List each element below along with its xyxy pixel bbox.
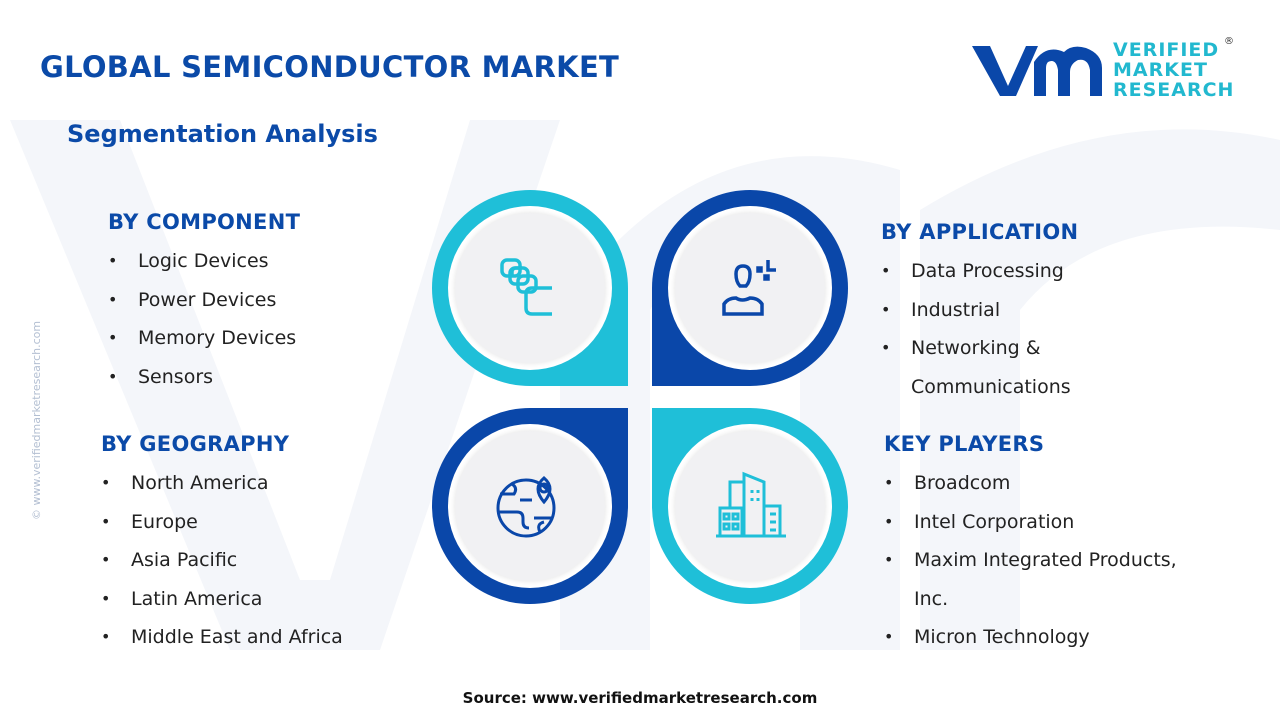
globe-location-icon <box>496 476 556 538</box>
list-item: Europe <box>101 503 343 542</box>
petal-component <box>432 190 628 386</box>
chips-icon <box>500 258 552 316</box>
vmr-logo <box>972 46 1102 96</box>
petal-geography <box>432 408 628 604</box>
list-item: Data Processing <box>881 252 1078 291</box>
section-title: BY COMPONENT <box>108 210 301 234</box>
page-title: GLOBAL SEMICONDUCTOR MARKET <box>40 50 620 84</box>
list-item: Micron Technology <box>884 618 1177 657</box>
list-item: Middle East and Africa <box>101 618 343 657</box>
list-item: Power Devices <box>108 281 300 320</box>
list-item: Broadcom <box>884 464 1177 503</box>
side-watermark-text: © www.verifiedmarketresearch.com <box>30 320 43 520</box>
section-title: BY APPLICATION <box>881 220 1079 244</box>
list-item: Sensors <box>108 358 300 397</box>
section-key-players: KEY PLAYERS Broadcom Intel Corporation M… <box>884 432 1177 657</box>
list-item: Networking & <box>881 329 1078 368</box>
list-item: Communications <box>911 375 1071 398</box>
list-item: Intel Corporation <box>884 503 1177 542</box>
registered-mark: ® <box>1224 36 1234 47</box>
logo-line: VERIFIED <box>1113 39 1220 61</box>
section-title: BY GEOGRAPHY <box>101 432 290 456</box>
logo-text: VERIFIED MARKET RESEARCH <box>1113 40 1234 100</box>
section-geography: BY GEOGRAPHY North America Europe Asia P… <box>101 432 343 657</box>
list-item: Asia Pacific <box>101 541 343 580</box>
list-item: Maxim Integrated Products, <box>884 541 1177 580</box>
source-text: Source: www.verifiedmarketresearch.com <box>462 689 818 707</box>
list-item: Industrial <box>881 291 1078 330</box>
buildings-icon <box>716 471 786 538</box>
list-item: Logic Devices <box>108 242 300 281</box>
list-item: North America <box>101 464 343 503</box>
user-icon <box>722 260 776 316</box>
petal-application <box>652 190 848 386</box>
logo-line: MARKET <box>1113 59 1208 81</box>
petal-key-players <box>652 408 848 604</box>
section-application: BY APPLICATION Data Processing Industria… <box>881 220 1078 406</box>
page-subtitle: Segmentation Analysis <box>67 120 378 148</box>
list-item: Memory Devices <box>108 319 300 358</box>
logo-line: RESEARCH <box>1113 79 1235 101</box>
list-item: Inc. <box>914 587 949 610</box>
section-title: KEY PLAYERS <box>884 432 1045 456</box>
list-item: Latin America <box>101 580 343 619</box>
section-component: BY COMPONENT Logic Devices Power Devices… <box>108 210 300 396</box>
